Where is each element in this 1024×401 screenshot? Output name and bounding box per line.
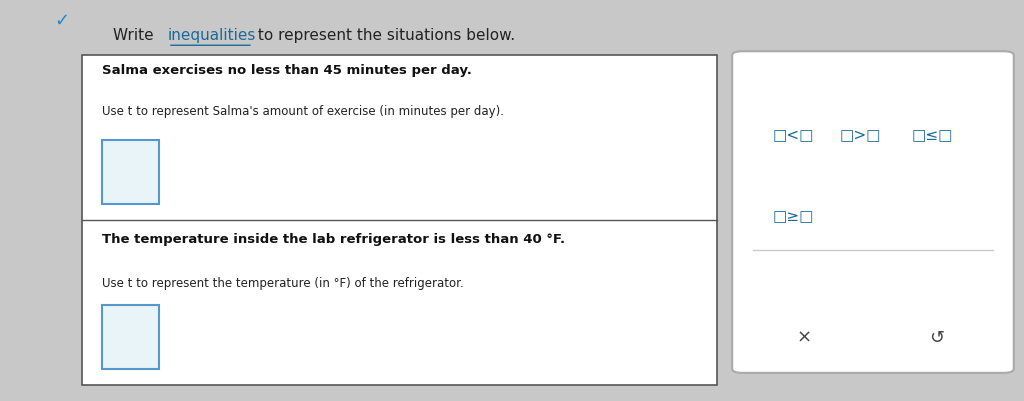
Text: □≥□: □≥□ (773, 209, 815, 223)
Text: Write: Write (113, 28, 158, 43)
Text: The temperature inside the lab refrigerator is less than 40 °F.: The temperature inside the lab refrigera… (102, 233, 565, 245)
FancyBboxPatch shape (82, 56, 717, 385)
Ellipse shape (297, 269, 481, 357)
Text: □≤□: □≤□ (911, 128, 953, 143)
FancyBboxPatch shape (732, 52, 1014, 373)
Text: inequalities: inequalities (168, 28, 256, 43)
Text: ✓: ✓ (54, 12, 69, 30)
Text: ↺: ↺ (930, 328, 944, 346)
Text: Use t to represent the temperature (in °F) of the refrigerator.: Use t to represent the temperature (in °… (102, 277, 464, 290)
Text: □>□: □>□ (840, 128, 882, 143)
Text: □<□: □<□ (773, 128, 815, 143)
Text: to represent the situations below.: to represent the situations below. (253, 28, 515, 43)
FancyBboxPatch shape (102, 140, 159, 205)
Text: Use t to represent Salma's amount of exercise (in minutes per day).: Use t to represent Salma's amount of exe… (102, 104, 505, 117)
Text: ×: × (797, 328, 811, 346)
FancyBboxPatch shape (102, 305, 159, 369)
Text: Salma exercises no less than 45 minutes per day.: Salma exercises no less than 45 minutes … (102, 64, 472, 77)
